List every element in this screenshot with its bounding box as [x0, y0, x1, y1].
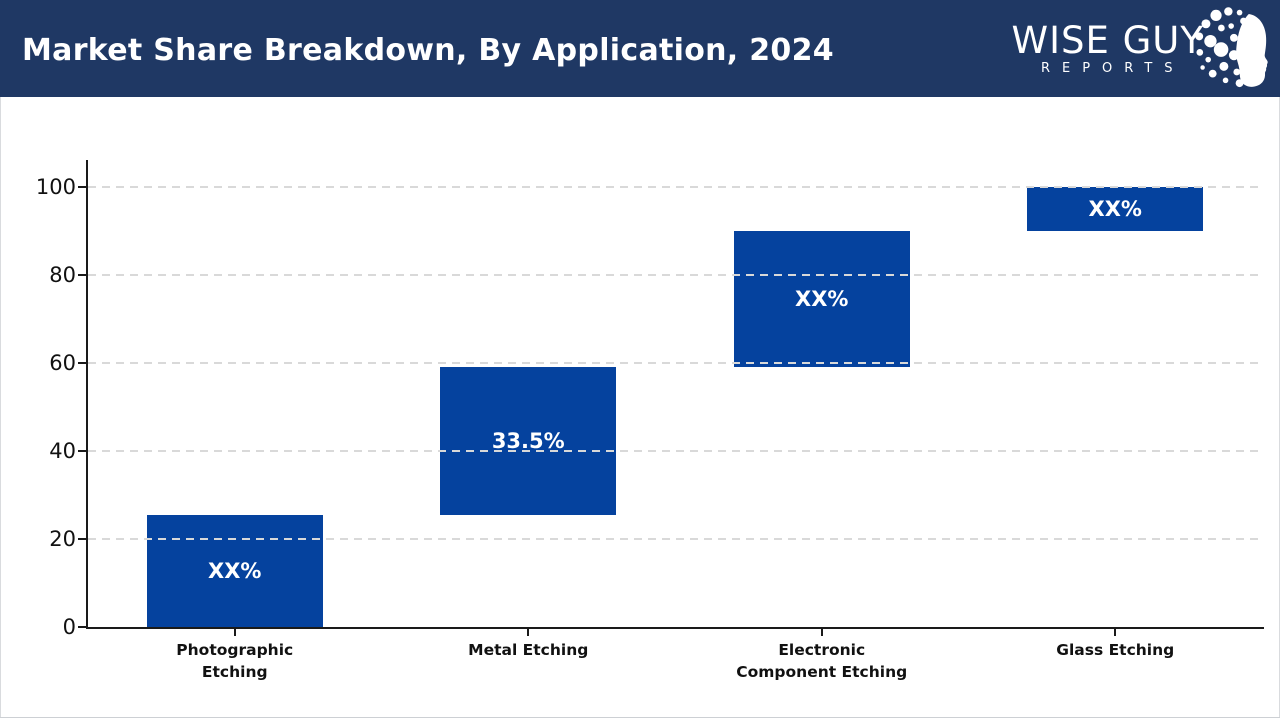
y-tick-label-0: 0: [62, 615, 76, 639]
bar-glass-etching: XX%: [1027, 187, 1204, 231]
gridline-40: [88, 450, 1262, 452]
x-tick-electronic-component-etching: [820, 629, 823, 636]
bar-electronic-component-etching: XX%: [733, 231, 910, 368]
bottom-border-line: [0, 717, 1280, 718]
gridline-100: [88, 186, 1262, 188]
x-category-label-photographic-etching: Photographic Etching: [176, 641, 294, 681]
bar-metal-etching: 33.5%: [440, 367, 617, 515]
y-tick-mark-20: [78, 538, 86, 540]
y-tick-mark-0: [78, 626, 86, 628]
y-tick-mark-100: [78, 186, 86, 188]
gridline-20: [88, 538, 1262, 540]
bar-value-label: XX%: [208, 558, 262, 583]
bar-photographic-etching: XX%: [146, 514, 323, 627]
wiseguy-logo: WISE GUY REPORTS: [1012, 4, 1270, 94]
y-axis-line: [86, 160, 88, 629]
bar-value-label: XX%: [795, 287, 849, 312]
y-tick-label-40: 40: [49, 439, 76, 463]
gridline-60: [88, 362, 1262, 364]
gridline-80: [88, 274, 1262, 276]
x-category-label-glass-etching: Glass Etching: [1056, 641, 1175, 659]
y-tick-label-80: 80: [49, 263, 76, 287]
logo-wiseguy-label: WISE GUY: [1011, 18, 1204, 62]
y-tick-mark-60: [78, 362, 86, 364]
logo-reports-label: REPORTS: [1040, 61, 1185, 77]
x-tick-metal-etching: [527, 629, 530, 636]
bar-value-label: XX%: [1088, 197, 1142, 221]
logo-text: WISE GUY REPORTS: [1011, 18, 1204, 77]
header-band: Market Share Breakdown, By Application, …: [0, 0, 1280, 97]
x-axis-line: [86, 627, 1264, 629]
x-category-label-metal-etching: Metal Etching: [468, 641, 589, 659]
y-tick-mark-80: [78, 274, 86, 276]
x-category-label-electronic-component-etching: Electronic Component Etching: [736, 641, 908, 681]
bar-value-label: 33.5%: [491, 429, 565, 454]
logo-face-icon: [1195, 7, 1268, 88]
y-tick-mark-40: [78, 450, 86, 452]
chart-title: Market Share Breakdown, By Application, …: [22, 33, 834, 68]
y-tick-label-100: 100: [35, 175, 76, 199]
x-tick-glass-etching: [1114, 629, 1117, 636]
x-tick-photographic-etching: [233, 629, 236, 636]
y-tick-label-60: 60: [49, 351, 76, 375]
y-tick-label-20: 20: [49, 527, 76, 551]
